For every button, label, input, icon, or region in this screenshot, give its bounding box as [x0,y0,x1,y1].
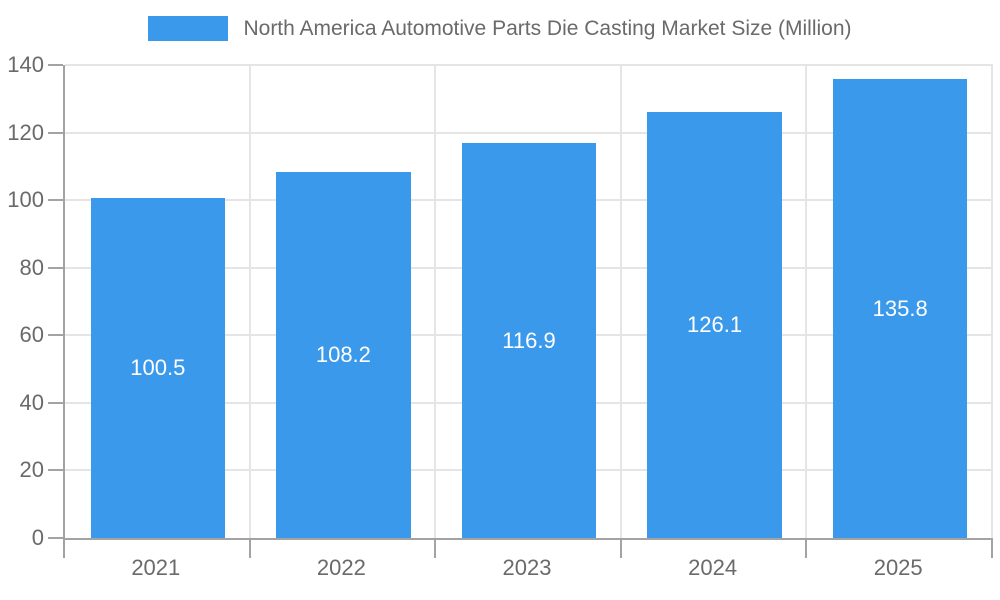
x-axis-tick-2 [434,540,437,558]
bar-2021[interactable]: 100.5 [90,198,226,538]
bar-slot-2025: 135.8 [807,65,993,538]
bar-2022[interactable]: 108.2 [276,172,411,538]
bar-value-label-2023: 116.9 [502,327,556,353]
v-gridline-2 [434,65,437,538]
x-axis-tick-4 [805,540,808,558]
y-tick-label-0: 0 [31,525,44,550]
legend-label: North America Automotive Parts Die Casti… [243,16,852,40]
x-tick-label-2023: 2023 [502,555,552,580]
bar-slot-2023: 116.9 [436,65,622,538]
x-axis-tick-5 [991,540,993,558]
bar-value-label-2021: 100.5 [130,355,186,381]
v-gridline-3 [619,65,622,538]
bar-2024[interactable]: 126.1 [647,111,782,538]
y-tick-label-120: 120 [7,119,44,145]
v-gridline-5 [991,65,993,538]
y-axis-tick-60 [48,334,63,337]
x-tick-label-2022: 2022 [316,555,366,580]
bar-slot-2021: 100.5 [65,65,251,538]
plot-area: 100.5 108.2 116.9 126.1 135.8 [48,64,993,558]
y-tick-label-40: 40 [19,389,44,415]
x-axis-tick-0 [63,540,65,558]
y-axis-tick-120 [48,131,63,134]
y-tick-label-100: 100 [7,187,44,213]
y-axis-tick-100 [48,199,63,202]
legend[interactable]: North America Automotive Parts Die Casti… [0,16,1000,41]
legend-swatch-icon [148,16,229,41]
y-axis-tick-140 [48,64,63,66]
bar-value-label-2022: 108.2 [315,342,371,368]
x-axis-tick-3 [619,540,622,558]
x-axis-tick-1 [248,540,251,558]
h-gridline-140 [65,64,993,66]
y-axis-tick-80 [48,266,63,269]
y-axis-labels: 0 20 40 60 80 100 120 140 [0,52,44,550]
y-axis-tick-20 [48,469,63,472]
bars: 100.5 108.2 116.9 126.1 135.8 [65,65,993,538]
x-axis-labels: 2021 2022 2023 2024 2025 [63,553,991,587]
y-tick-label-60: 60 [19,322,44,348]
y-axis-tick-0 [48,537,63,539]
bar-2025[interactable]: 135.8 [832,79,968,538]
h-gridline-120 [65,131,993,134]
y-tick-label-20: 20 [19,457,44,483]
v-gridline-1 [248,65,251,538]
bar-slot-2022: 108.2 [251,65,437,538]
bar-value-label-2025: 135.8 [872,295,928,321]
x-tick-label-2025: 2025 [873,555,923,580]
y-tick-label-140: 140 [7,52,44,77]
bar-2023[interactable]: 116.9 [461,143,597,538]
x-tick-label-2024: 2024 [688,555,738,580]
x-tick-label-2021: 2021 [131,555,181,580]
v-gridline-4 [805,65,808,538]
y-tick-label-80: 80 [19,254,44,280]
bar-slot-2024: 126.1 [622,65,808,538]
bar-value-label-2024: 126.1 [687,311,743,337]
y-axis-tick-40 [48,401,63,404]
